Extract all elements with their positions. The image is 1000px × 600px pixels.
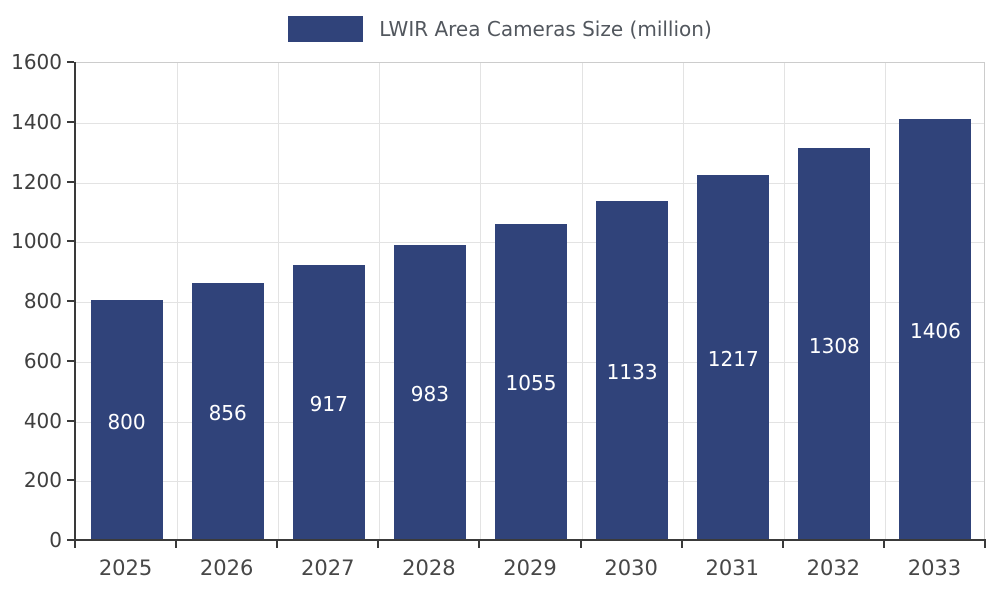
x-axis-label: 2030 bbox=[604, 556, 658, 580]
y-tick-label: 1000 bbox=[11, 229, 62, 254]
y-tick-label: 600 bbox=[23, 348, 62, 373]
x-gridline bbox=[278, 63, 280, 539]
x-gridline bbox=[379, 63, 381, 539]
bar bbox=[798, 148, 871, 539]
x-axis-label: 2032 bbox=[806, 556, 861, 580]
bar-value-label: 856 bbox=[208, 401, 247, 426]
x-axis-label: 2027 bbox=[301, 556, 355, 580]
bar bbox=[191, 283, 264, 539]
bar bbox=[90, 300, 163, 539]
y-tick bbox=[67, 61, 74, 63]
legend[interactable]: LWIR Area Cameras Size (million) bbox=[0, 16, 1000, 42]
x-axis-line bbox=[74, 539, 986, 541]
x-axis-label: 2029 bbox=[503, 556, 557, 580]
x-tick bbox=[74, 541, 76, 548]
y-axis-line bbox=[74, 62, 76, 541]
bar bbox=[899, 118, 972, 539]
x-tick bbox=[984, 541, 986, 548]
bar bbox=[495, 223, 567, 539]
x-axis-label: 2028 bbox=[402, 556, 456, 580]
bar bbox=[697, 175, 770, 539]
y-tick-label: 800 bbox=[23, 289, 62, 313]
bar-value-label: 1406 bbox=[909, 318, 961, 343]
y-tick-label: 0 bbox=[49, 528, 62, 552]
bar bbox=[393, 245, 466, 539]
bar-value-label: 1308 bbox=[808, 333, 860, 358]
bar-value-label: 1217 bbox=[707, 347, 759, 372]
y-gridline bbox=[76, 182, 984, 184]
bar-value-label: 1133 bbox=[606, 359, 658, 384]
bar-value-label: 1055 bbox=[505, 371, 557, 396]
x-tick bbox=[175, 541, 178, 548]
x-tick bbox=[680, 541, 683, 548]
x-axis-label: 2026 bbox=[199, 556, 254, 580]
x-gridline bbox=[682, 63, 684, 539]
x-gridline bbox=[177, 63, 179, 539]
y-tick-label: 1200 bbox=[11, 169, 62, 194]
x-tick bbox=[579, 541, 582, 548]
y-tick-label: 1600 bbox=[11, 50, 62, 74]
x-gridline bbox=[480, 63, 482, 539]
x-gridline bbox=[884, 63, 886, 539]
x-tick bbox=[781, 541, 784, 548]
x-tick bbox=[478, 541, 481, 548]
y-tick-label: 1400 bbox=[11, 109, 62, 134]
x-axis-label: 2031 bbox=[705, 556, 759, 580]
bar bbox=[596, 200, 669, 539]
x-gridline bbox=[783, 63, 785, 539]
x-tick bbox=[276, 541, 279, 548]
y-gridline bbox=[76, 122, 984, 124]
y-tick bbox=[67, 120, 74, 123]
x-axis-label: 2025 bbox=[98, 556, 153, 580]
bar bbox=[292, 265, 365, 539]
plot-area: 800 856 917 983 1055 1133 1217 1308 1406 bbox=[75, 62, 985, 540]
y-tick bbox=[67, 180, 74, 183]
y-tick bbox=[67, 359, 74, 362]
legend-swatch bbox=[288, 16, 364, 42]
legend-label: LWIR Area Cameras Size (million) bbox=[379, 17, 712, 41]
x-tick bbox=[882, 541, 885, 548]
x-gridline bbox=[581, 63, 583, 539]
y-tick-label: 400 bbox=[23, 408, 62, 433]
y-tick bbox=[67, 419, 74, 422]
y-tick bbox=[67, 240, 74, 243]
y-tick bbox=[67, 539, 74, 541]
bar-value-label: 800 bbox=[107, 409, 146, 434]
bar-value-label: 917 bbox=[309, 392, 348, 417]
y-tick bbox=[67, 300, 74, 302]
y-tick bbox=[67, 479, 74, 482]
x-axis-label: 2033 bbox=[907, 556, 962, 580]
x-tick bbox=[377, 541, 380, 548]
bar-value-label: 983 bbox=[410, 382, 449, 407]
y-tick-label: 200 bbox=[23, 468, 62, 493]
